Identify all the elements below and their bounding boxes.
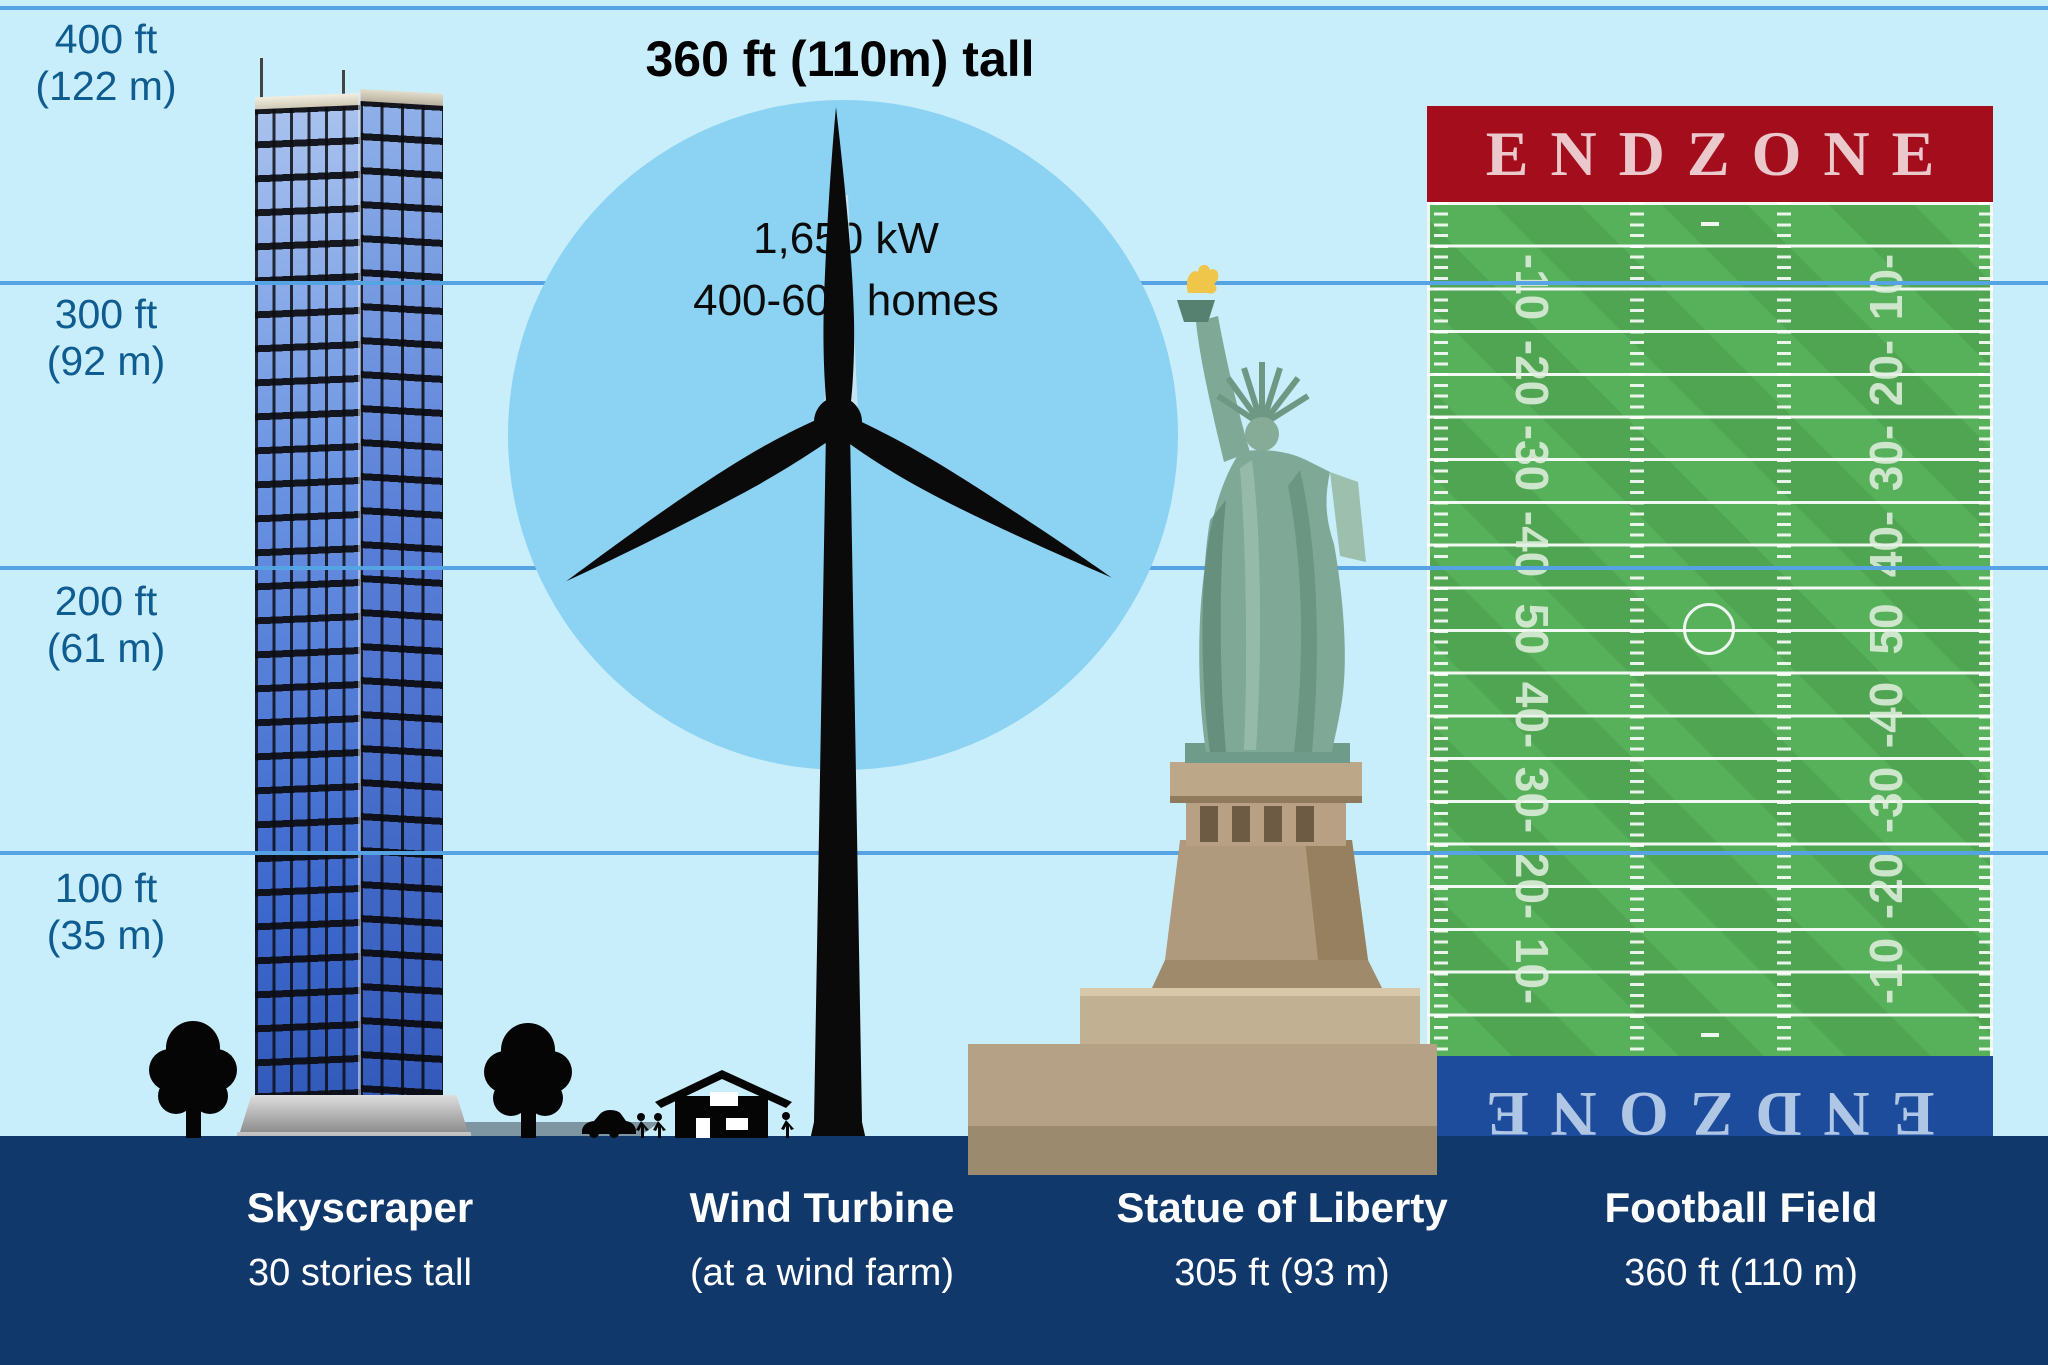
axis-label-200ft: 200 ft (61 m) <box>0 578 212 672</box>
hash-marks-left-sideline <box>1434 202 1448 1056</box>
turbine-blade-right <box>829 411 1112 578</box>
car-icon <box>582 1110 636 1138</box>
axis-label-m: (92 m) <box>46 338 166 384</box>
people-pair-icon <box>636 1113 666 1138</box>
house-icon <box>655 1070 792 1138</box>
axis-label-300ft: 300 ft (92 m) <box>0 291 212 385</box>
pedestal-balcony <box>1170 762 1362 802</box>
hash-marks-left-inbound <box>1630 202 1644 1056</box>
pedestal-balcony-shadow <box>1170 796 1362 803</box>
legend-skyscraper: Skyscraper 30 stories tall <box>140 1182 580 1312</box>
robe-fold-left <box>1202 500 1226 752</box>
legend-football-field: Football Field 360 ft (110 m) <box>1521 1182 1961 1312</box>
page-title: 360 ft (110m) tall <box>645 31 1035 87</box>
pedestal-foot <box>1152 960 1382 988</box>
legend-wind-turbine: Wind Turbine (at a wind farm) <box>602 1182 1042 1312</box>
legend-statue-of-liberty: Statue of Liberty 305 ft (93 m) <box>1062 1182 1502 1312</box>
legend-name: Wind Turbine <box>689 1184 955 1231</box>
tree-right-icon <box>484 1023 572 1138</box>
axis-label-100ft: 100 ft (35 m) <box>0 865 212 959</box>
robe-highlight <box>1240 460 1261 750</box>
legend-name: Statue of Liberty <box>1116 1184 1448 1231</box>
robe-fold-right <box>1288 470 1317 752</box>
statue-base-highlight <box>1080 988 1420 996</box>
statue-tablet <box>1330 472 1366 562</box>
axis-label-m: (122 m) <box>35 63 177 109</box>
turbine-blade-top <box>823 107 855 426</box>
turbine-tower <box>810 430 866 1140</box>
field-mid-dash-top <box>1701 222 1719 226</box>
torch-cup <box>1177 300 1215 322</box>
torch-flame <box>1186 264 1219 294</box>
axis-label-ft: 100 ft <box>54 865 158 911</box>
pedestal-body-shade <box>1305 840 1368 960</box>
hash-marks-right-sideline <box>1979 202 1993 1056</box>
axis-label-m: (61 m) <box>46 625 166 671</box>
gridline-100ft <box>0 851 2048 855</box>
axis-label-400ft: 400 ft (122 m) <box>0 16 212 110</box>
skyscraper-antenna-right <box>342 70 345 102</box>
axis-label-ft: 300 ft <box>54 291 158 337</box>
legend-detail: 305 ft (93 m) <box>1174 1252 1390 1294</box>
skyscraper-base-upper <box>240 1095 468 1132</box>
skyscraper-corner-highlight <box>358 91 361 1161</box>
statue-base-seawall <box>968 1126 1437 1175</box>
axis-label-m: (35 m) <box>46 912 166 958</box>
endzone-top: ENDZONE <box>1427 106 1993 202</box>
turbine-blade-left <box>566 411 847 582</box>
legend-detail: 360 ft (110 m) <box>1624 1252 1858 1294</box>
statue-figure <box>1177 264 1366 752</box>
statue-base-upper <box>1080 988 1420 1044</box>
endzone-top-label: ENDZONE <box>1485 118 1957 189</box>
field-mid-dash-bottom <box>1701 1033 1719 1037</box>
axis-label-ft: 400 ft <box>54 16 158 62</box>
legend-name: Football Field <box>1604 1184 1878 1231</box>
legend-name: Skyscraper <box>246 1184 474 1231</box>
legend-detail: (at a wind farm) <box>690 1252 954 1294</box>
axis-label-ft: 200 ft <box>54 578 158 624</box>
legend-detail: 30 stories tall <box>248 1252 472 1294</box>
pedestal-arches <box>1200 806 1314 842</box>
statue-head <box>1245 417 1279 451</box>
skyscraper-antenna-left <box>260 58 263 98</box>
gridline-400ft <box>0 6 2048 10</box>
field-center-circle <box>1683 603 1735 655</box>
tree-left-icon <box>149 1021 237 1138</box>
statue-arm <box>1196 316 1250 462</box>
hash-marks-right-inbound <box>1777 202 1791 1056</box>
person-icon <box>781 1112 794 1138</box>
statue-base-lower <box>968 1044 1437 1140</box>
